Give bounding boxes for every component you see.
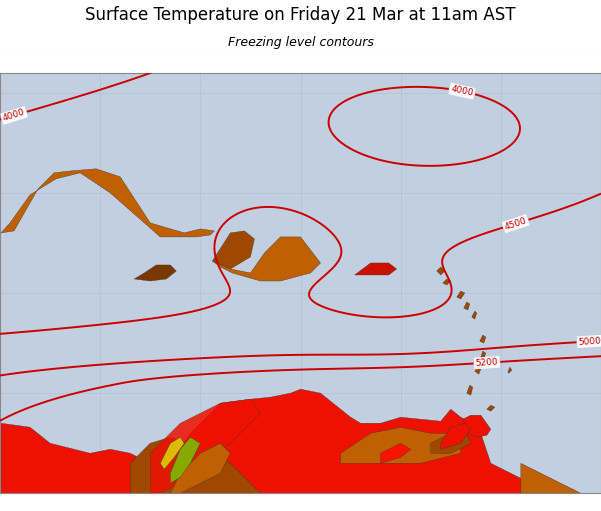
Polygon shape — [508, 367, 512, 373]
Polygon shape — [160, 437, 185, 469]
Polygon shape — [441, 423, 471, 449]
Polygon shape — [481, 351, 486, 359]
Polygon shape — [341, 427, 461, 463]
Polygon shape — [464, 302, 470, 310]
Text: 4500: 4500 — [504, 216, 528, 231]
Polygon shape — [467, 385, 473, 395]
Polygon shape — [431, 429, 471, 453]
Text: 4000: 4000 — [450, 84, 474, 98]
Polygon shape — [1, 169, 215, 237]
Polygon shape — [134, 265, 176, 281]
Text: 5000: 5000 — [578, 336, 601, 346]
Text: Surface Temperature on Friday 21 Mar at 11am AST: Surface Temperature on Friday 21 Mar at … — [85, 7, 516, 25]
Polygon shape — [170, 437, 200, 483]
Polygon shape — [480, 335, 486, 343]
Polygon shape — [212, 237, 320, 281]
Polygon shape — [443, 279, 451, 285]
Text: 4000: 4000 — [2, 108, 26, 123]
Polygon shape — [212, 231, 254, 269]
Polygon shape — [380, 443, 410, 463]
Polygon shape — [475, 365, 481, 374]
Polygon shape — [487, 405, 495, 411]
Polygon shape — [1, 389, 601, 493]
Polygon shape — [463, 415, 491, 437]
Text: Freezing level contours: Freezing level contours — [228, 36, 373, 50]
Polygon shape — [355, 263, 397, 275]
Polygon shape — [457, 291, 465, 299]
Polygon shape — [170, 443, 230, 493]
Polygon shape — [472, 311, 477, 319]
Polygon shape — [437, 267, 445, 275]
Text: 5200: 5200 — [475, 357, 499, 368]
Polygon shape — [130, 437, 260, 493]
Polygon shape — [150, 399, 260, 493]
Polygon shape — [521, 463, 581, 493]
